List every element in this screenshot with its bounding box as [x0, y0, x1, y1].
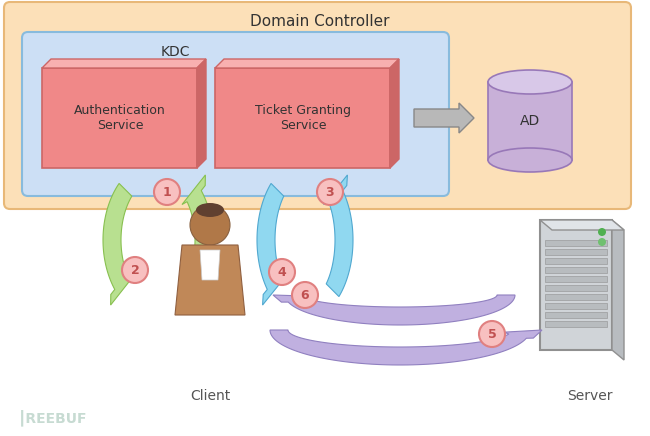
Polygon shape	[540, 220, 624, 230]
Polygon shape	[612, 220, 624, 360]
FancyBboxPatch shape	[545, 258, 607, 264]
Polygon shape	[200, 250, 220, 280]
Polygon shape	[488, 82, 572, 160]
FancyArrow shape	[414, 103, 474, 133]
Text: Ticket Granting
Service: Ticket Granting Service	[255, 104, 351, 132]
Text: KDC: KDC	[161, 45, 190, 59]
Circle shape	[292, 282, 318, 308]
Polygon shape	[324, 175, 353, 296]
FancyBboxPatch shape	[545, 285, 607, 291]
Circle shape	[479, 321, 505, 347]
FancyBboxPatch shape	[545, 249, 607, 255]
Text: ┃REEBUF: ┃REEBUF	[18, 410, 88, 426]
FancyBboxPatch shape	[4, 2, 631, 209]
Polygon shape	[182, 175, 213, 296]
Ellipse shape	[196, 203, 224, 217]
FancyBboxPatch shape	[22, 32, 449, 196]
FancyBboxPatch shape	[545, 303, 607, 309]
Text: AD: AD	[520, 114, 540, 128]
Polygon shape	[197, 59, 206, 168]
FancyBboxPatch shape	[545, 321, 607, 327]
FancyBboxPatch shape	[545, 267, 607, 273]
Text: Server: Server	[567, 389, 613, 403]
Text: 6: 6	[301, 289, 309, 302]
Text: Client: Client	[190, 389, 230, 403]
Text: 1: 1	[162, 185, 172, 198]
Text: Authentication
Service: Authentication Service	[74, 104, 166, 132]
Text: Domain Controller: Domain Controller	[250, 14, 390, 30]
Circle shape	[154, 179, 180, 205]
Circle shape	[190, 205, 230, 245]
Ellipse shape	[488, 148, 572, 172]
Text: 3: 3	[326, 185, 334, 198]
Polygon shape	[273, 295, 515, 325]
Circle shape	[269, 259, 295, 285]
FancyBboxPatch shape	[540, 220, 612, 350]
Text: 2: 2	[131, 263, 139, 276]
Polygon shape	[270, 330, 542, 365]
Circle shape	[598, 228, 606, 236]
FancyBboxPatch shape	[545, 276, 607, 282]
Polygon shape	[103, 184, 134, 305]
Polygon shape	[257, 184, 287, 305]
FancyBboxPatch shape	[215, 68, 390, 168]
Polygon shape	[42, 59, 206, 68]
Ellipse shape	[488, 70, 572, 94]
Circle shape	[598, 238, 606, 246]
Polygon shape	[215, 59, 399, 68]
Text: 5: 5	[488, 327, 497, 341]
FancyBboxPatch shape	[42, 68, 197, 168]
Polygon shape	[175, 245, 245, 315]
Text: 4: 4	[278, 266, 287, 279]
Circle shape	[317, 179, 343, 205]
FancyBboxPatch shape	[545, 294, 607, 300]
Circle shape	[122, 257, 148, 283]
Polygon shape	[390, 59, 399, 168]
FancyBboxPatch shape	[545, 312, 607, 318]
FancyBboxPatch shape	[545, 240, 607, 246]
